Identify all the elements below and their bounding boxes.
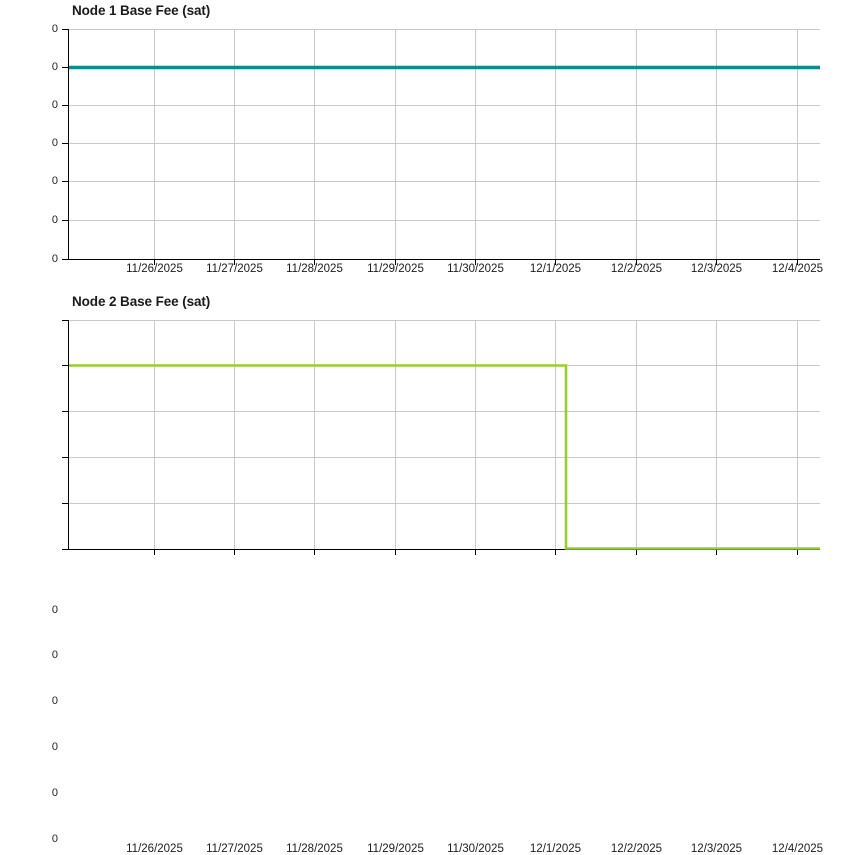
y-tick-label-node2: 0: [51, 787, 58, 799]
x-tick-label-node1: 12/1/2025: [529, 263, 582, 275]
x-tick-label-node1: 12/2/2025: [610, 263, 663, 275]
y-tick-label-node1: 0: [51, 175, 58, 187]
x-tick-label-node1: 11/30/2025: [447, 263, 504, 275]
x-tick-label-node2: 11/28/2025: [286, 843, 343, 855]
data-line-node2: [69, 364, 820, 550]
x-tick-label-node2: 12/3/2025: [690, 843, 743, 855]
x-tick-label-node1: 12/4/2025: [771, 263, 824, 275]
vertical-gridlines-node2: [154, 320, 798, 549]
x-tick-label-node2: 11/27/2025: [206, 843, 263, 855]
y-tick-marks-node2: [62, 319, 68, 551]
x-tick-marks-node1: [153, 259, 799, 265]
x-tick-label-node2: 11/26/2025: [126, 843, 183, 855]
y-tick-label-node1: 0: [51, 137, 58, 149]
horizontal-gridlines-node1: [68, 29, 820, 221]
x-tick-label-node1: 11/27/2025: [206, 263, 263, 275]
y-tick-label-node1: 0: [51, 214, 58, 226]
x-tick-marks-node2: [153, 549, 799, 555]
x-tick-label-node1: 11/28/2025: [286, 263, 343, 275]
y-tick-label-node2: 0: [51, 741, 58, 753]
horizontal-gridlines-node2: [68, 320, 820, 504]
x-tick-label-node2: 11/30/2025: [447, 843, 504, 855]
y-tick-label-node1: 0: [51, 99, 58, 111]
x-tick-label-node2: 12/2/2025: [610, 843, 663, 855]
x-tick-label-node2: 11/29/2025: [367, 843, 424, 855]
chart-title-node2: Node 2 Base Fee (sat): [72, 294, 211, 309]
chart-title-node1: Node 1 Base Fee (sat): [72, 3, 211, 18]
y-tick-label-node2: 0: [51, 649, 58, 661]
x-tick-label-node1: 11/26/2025: [126, 263, 183, 275]
y-tick-marks-node1: [62, 28, 68, 261]
x-tick-label-node2: 12/4/2025: [771, 843, 824, 855]
plot-area-node1: [62, 28, 820, 265]
y-tick-label-node1: 0: [51, 253, 58, 265]
y-tick-label-node1: 0: [51, 23, 58, 35]
chart-panel-node2: Node 2 Base Fee (sat): [0, 290, 860, 855]
y-tick-label-node1: 0: [51, 61, 58, 73]
plot-area-node2: [62, 319, 820, 555]
x-tick-label-node2: 12/1/2025: [529, 843, 582, 855]
x-tick-label-node1: 11/29/2025: [367, 263, 424, 275]
x-tick-label-node1: 12/3/2025: [690, 263, 743, 275]
y-tick-label-node2: 0: [51, 604, 58, 616]
y-tick-label-node2: 0: [51, 833, 58, 845]
y-tick-label-node2: 0: [51, 695, 58, 707]
chart-panel-node1: Node 1 Base Fee (sat): [0, 0, 860, 290]
